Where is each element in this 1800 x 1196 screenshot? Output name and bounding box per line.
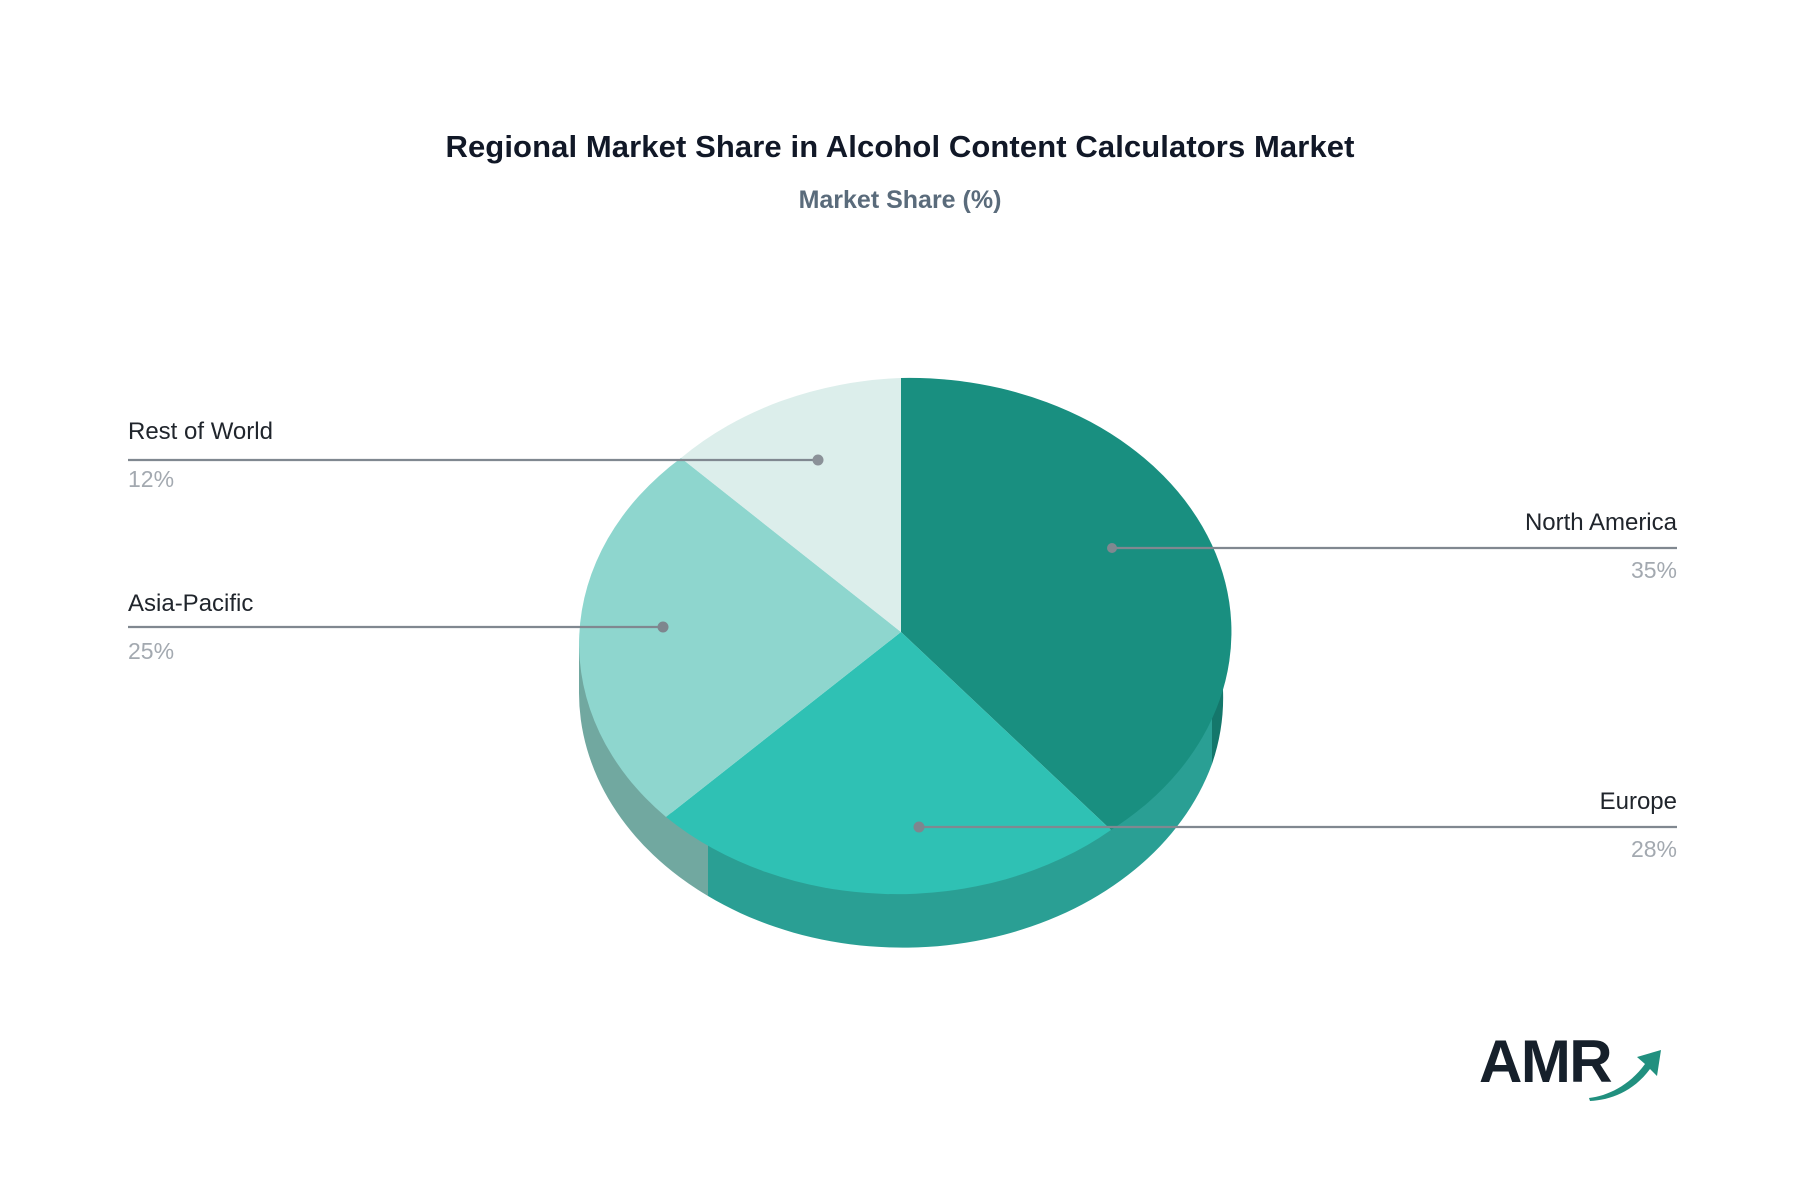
- amr-logo: AMR: [1479, 1032, 1669, 1108]
- callout-europe: Europe 28%: [1600, 788, 1677, 862]
- callout-label-europe: Europe: [1599, 788, 1677, 815]
- callout-rest-of-world: Rest of World 12%: [128, 418, 273, 492]
- pie-top-faces: [579, 377, 1232, 895]
- pie-leader-lines: [128, 454, 1677, 833]
- slice-asia-pacific: [579, 458, 901, 817]
- chart-subtitle: Market Share (%): [798, 185, 1002, 214]
- slice-side-asia-pacific: [578, 632, 708, 896]
- slice-north-america: [901, 377, 1232, 830]
- slice-europe: [666, 632, 1111, 895]
- growth-arrow-icon: [1589, 1050, 1661, 1101]
- chart-title: Regional Market Share in Alcohol Content…: [445, 129, 1355, 164]
- leader-dot-north-america: [1107, 543, 1117, 553]
- callout-label-rest-of-world: Rest of World: [128, 418, 273, 445]
- callout-north-america: North America 35%: [1525, 509, 1677, 583]
- callout-asia-pacific: Asia-Pacific 25%: [128, 590, 253, 664]
- slice-rest-of-world: [681, 378, 901, 632]
- leader-dot-asia-pacific: [657, 621, 669, 633]
- callout-label-asia-pacific: Asia-Pacific: [128, 590, 254, 617]
- chart-header: Regional Market Share in Alcohol Content…: [0, 128, 1800, 216]
- leader-dot-europe: [913, 821, 925, 833]
- callout-value-asia-pacific: 25%: [128, 637, 175, 664]
- leader-dot-rest-of-world: [812, 454, 824, 466]
- callout-value-north-america: 35%: [1630, 556, 1677, 583]
- amr-logo-text: AMR: [1479, 1028, 1613, 1095]
- callout-value-europe: 28%: [1630, 835, 1677, 862]
- callout-label-north-america: North America: [1524, 509, 1677, 536]
- callout-value-rest-of-world: 12%: [128, 465, 175, 492]
